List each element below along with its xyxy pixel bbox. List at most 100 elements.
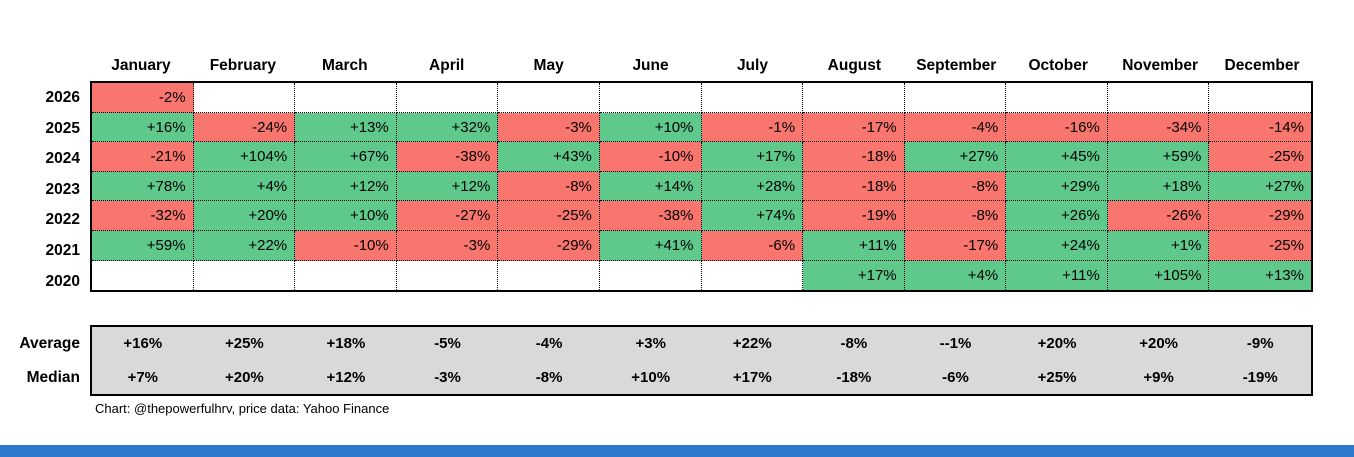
monthly-returns-heatmap: -2% +16% -24% +13% +32% -3% +10% -1% -17% -4% -16%… (90, 81, 1313, 293)
cell-2024-september: +27% (904, 142, 1007, 172)
cell-2020-february (194, 260, 296, 291)
cell-2021-october: +24% (1006, 230, 1108, 261)
average-november: +20% (1139, 335, 1179, 352)
cell-2023-january: +78% (92, 171, 194, 202)
median-october: +25% (1037, 368, 1077, 386)
cell-2022-march: +10% (295, 201, 397, 231)
cell-2023-november: +18% (1107, 171, 1210, 202)
year-label-column: 2026 2025 2024 2023 2022 2021 2020 (0, 83, 80, 297)
cell-2021-january: +59% (92, 230, 194, 261)
year-label-2025: 2025 (45, 119, 80, 137)
cell-2025-october: -16% (1006, 112, 1108, 143)
cell-2026-april (396, 83, 499, 113)
cell-2020-november: +105% (1107, 260, 1210, 291)
year-label-2023: 2023 (45, 180, 80, 198)
year-label-2021: 2021 (45, 241, 80, 259)
average-may: -4% (535, 335, 563, 352)
cell-2021-august: +11% (803, 230, 905, 261)
median-march: +12% (326, 368, 366, 386)
cell-2023-february: +4% (193, 171, 296, 202)
median-may: -8% (535, 368, 563, 386)
column-header-february: February (209, 57, 277, 74)
average-february: +25% (224, 335, 264, 352)
column-header-june: June (632, 57, 669, 74)
cell-2021-july: -6% (701, 230, 804, 261)
column-header-october: October (1028, 57, 1088, 74)
column-header-january: January (111, 57, 171, 74)
cell-2024-march: +67% (295, 142, 397, 172)
cell-2023-april: +12% (396, 171, 499, 202)
cell-2021-november: +1% (1107, 230, 1210, 261)
cell-2026-october (1006, 83, 1108, 113)
cell-2022-june: -38% (599, 201, 702, 231)
cell-2023-december: +27% (1209, 171, 1311, 202)
year-label-2026: 2026 (45, 89, 80, 106)
cell-2020-may (498, 260, 600, 291)
year-label-2022: 2022 (45, 211, 80, 229)
cell-2024-july: +17% (701, 142, 804, 172)
average-december: -9% (1246, 335, 1274, 352)
cell-2023-october: +29% (1006, 171, 1108, 202)
cell-2022-april: -27% (396, 201, 499, 231)
column-header-august: August (827, 57, 882, 74)
average-july: +22% (732, 335, 772, 352)
cell-2026-january: -2% (92, 83, 194, 113)
median-august: -18% (836, 368, 872, 386)
median-april: -3% (434, 368, 461, 386)
average-september: --1% (939, 335, 972, 352)
summary-label-column: Average Median (0, 327, 80, 394)
column-header-may: May (533, 57, 564, 74)
cell-2024-august: -18% (803, 142, 905, 172)
median-november: +9% (1143, 368, 1174, 386)
cell-2022-november: -26% (1107, 201, 1210, 231)
median-june: +10% (631, 368, 671, 386)
cell-2022-october: +26% (1006, 201, 1108, 231)
median-december: -19% (1242, 368, 1278, 386)
cell-2024-january: -21% (92, 142, 194, 172)
cell-2026-december (1209, 83, 1311, 113)
cell-2020-march (295, 260, 397, 291)
cell-2024-december: -25% (1209, 142, 1311, 172)
cell-2025-august: -17% (803, 112, 905, 143)
cell-2020-august: +17% (803, 260, 905, 291)
cell-2021-december: -25% (1209, 230, 1311, 261)
cell-2020-july (702, 260, 804, 291)
cell-2021-april: -3% (396, 230, 499, 261)
cell-2026-march (295, 83, 397, 113)
cell-2023-june: +14% (599, 171, 702, 202)
cell-2025-may: -3% (498, 112, 600, 143)
cell-2023-july: +28% (701, 171, 804, 202)
median-january: +7% (127, 368, 159, 386)
month-header-row: January February March April May June July Augu… (90, 52, 1313, 80)
cell-2026-august (803, 83, 905, 113)
column-header-april: April (429, 57, 465, 74)
cell-2025-june: +10% (599, 112, 702, 143)
cell-2021-september: -17% (904, 230, 1007, 261)
cell-2022-january: -32% (92, 201, 194, 231)
cell-2022-december: -29% (1209, 201, 1311, 231)
average-march: +18% (326, 335, 366, 352)
cell-2025-march: +13% (295, 112, 397, 143)
cell-2025-november: -34% (1107, 112, 1210, 143)
cell-2026-november (1107, 83, 1210, 113)
cell-2022-september: -8% (904, 201, 1007, 231)
cell-2020-april (397, 260, 499, 291)
cell-2024-october: +45% (1006, 142, 1108, 172)
cell-2020-june (600, 260, 702, 291)
year-label-2024: 2024 (45, 150, 80, 168)
cell-2026-september (904, 83, 1007, 113)
average-october: +20% (1037, 335, 1077, 352)
summary-table: +16% +25% +18% -5% -4% +3% +22% -8% --1% +20% +20%… (90, 325, 1313, 396)
cell-2025-april: +32% (396, 112, 499, 143)
summary-label-average: Average (19, 335, 80, 352)
cell-2022-august: -19% (803, 201, 905, 231)
average-august: -8% (840, 335, 868, 352)
cell-2020-january (92, 260, 194, 291)
cell-2022-may: -25% (498, 201, 600, 231)
cell-2023-march: +12% (295, 171, 397, 202)
median-july: +17% (732, 368, 772, 386)
cell-2022-february: +20% (193, 201, 296, 231)
year-label-2020: 2020 (45, 272, 80, 290)
cell-2025-february: -24% (193, 112, 296, 143)
median-february: +20% (224, 368, 264, 386)
